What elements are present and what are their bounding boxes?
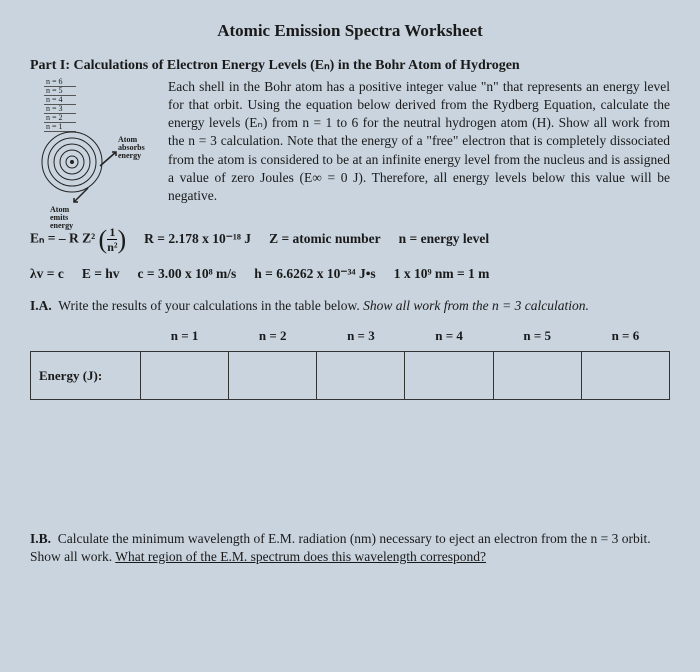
table-row: Energy (J):: [31, 351, 670, 399]
row-label: Energy (J):: [31, 351, 141, 399]
cell-n5: [493, 351, 581, 399]
shell-labels: n = 6 n = 5 n = 4 n = 3 n = 2 n = 1: [44, 78, 160, 132]
intro-paragraph: Each shell in the Bohr atom has a positi…: [168, 78, 670, 210]
table-header-row: n = 1 n = 2 n = 3 n = 4 n = 5 n = 6: [31, 321, 670, 351]
th-n5: n = 5: [493, 321, 581, 351]
th-blank: [31, 321, 141, 351]
th-n4: n = 4: [405, 321, 493, 351]
bohr-diagram: n = 6 n = 5 n = 4 n = 3 n = 2 n = 1 Atom…: [30, 78, 160, 210]
cell-n3: [317, 351, 405, 399]
eq-r: R = 2.178 x 10⁻¹⁸ J: [144, 230, 251, 248]
ib-label: I.B.: [30, 531, 51, 546]
th-n3: n = 3: [317, 321, 405, 351]
th-n6: n = 6: [581, 321, 669, 351]
cell-n1: [141, 351, 229, 399]
eq-nm: 1 x 10⁹ nm = 1 m: [394, 265, 490, 283]
energy-table: n = 1 n = 2 n = 3 n = 4 n = 5 n = 6 Ener…: [30, 321, 670, 400]
eq-h: h = 6.6262 x 10⁻³⁴ J•s: [254, 265, 375, 283]
eq-lambdav: λv = c: [30, 265, 64, 283]
eq-ehv: E = hv: [82, 265, 120, 283]
ib-text2: What region of the E.M. spectrum does th…: [115, 549, 486, 564]
absorbs-label: Atom absorbs energy: [118, 136, 145, 160]
eq-en: Eₙ = – R Z² ( 1 n² ): [30, 222, 126, 257]
ia-text1: Write the results of your calculations i…: [58, 298, 363, 313]
cell-n2: [229, 351, 317, 399]
section-ib: I.B. Calculate the minimum wavelength of…: [30, 530, 670, 566]
th-n2: n = 2: [229, 321, 317, 351]
equation-row-2: λv = c E = hv c = 3.00 x 10⁸ m/s h = 6.6…: [30, 265, 670, 283]
part-1-header: Part I: Calculations of Electron Energy …: [30, 57, 670, 76]
equation-row-1: Eₙ = – R Z² ( 1 n² ) R = 2.178 x 10⁻¹⁸ J…: [30, 222, 670, 257]
ia-text2: Show all work from the n = 3 calculation…: [363, 298, 589, 313]
th-n1: n = 1: [141, 321, 229, 351]
eq-n: n = energy level: [399, 230, 490, 248]
intro-row: n = 6 n = 5 n = 4 n = 3 n = 2 n = 1 Atom…: [30, 78, 670, 210]
eq-c: c = 3.00 x 10⁸ m/s: [138, 265, 237, 283]
ia-label: I.A.: [30, 298, 52, 313]
emits-label: Atom emits energy: [50, 206, 73, 230]
eq-z: Z = atomic number: [269, 230, 381, 248]
section-ia: I.A. Write the results of your calculati…: [30, 297, 670, 315]
cell-n4: [405, 351, 493, 399]
worksheet-title: Atomic Emission Spectra Worksheet: [30, 20, 670, 43]
cell-n6: [581, 351, 669, 399]
